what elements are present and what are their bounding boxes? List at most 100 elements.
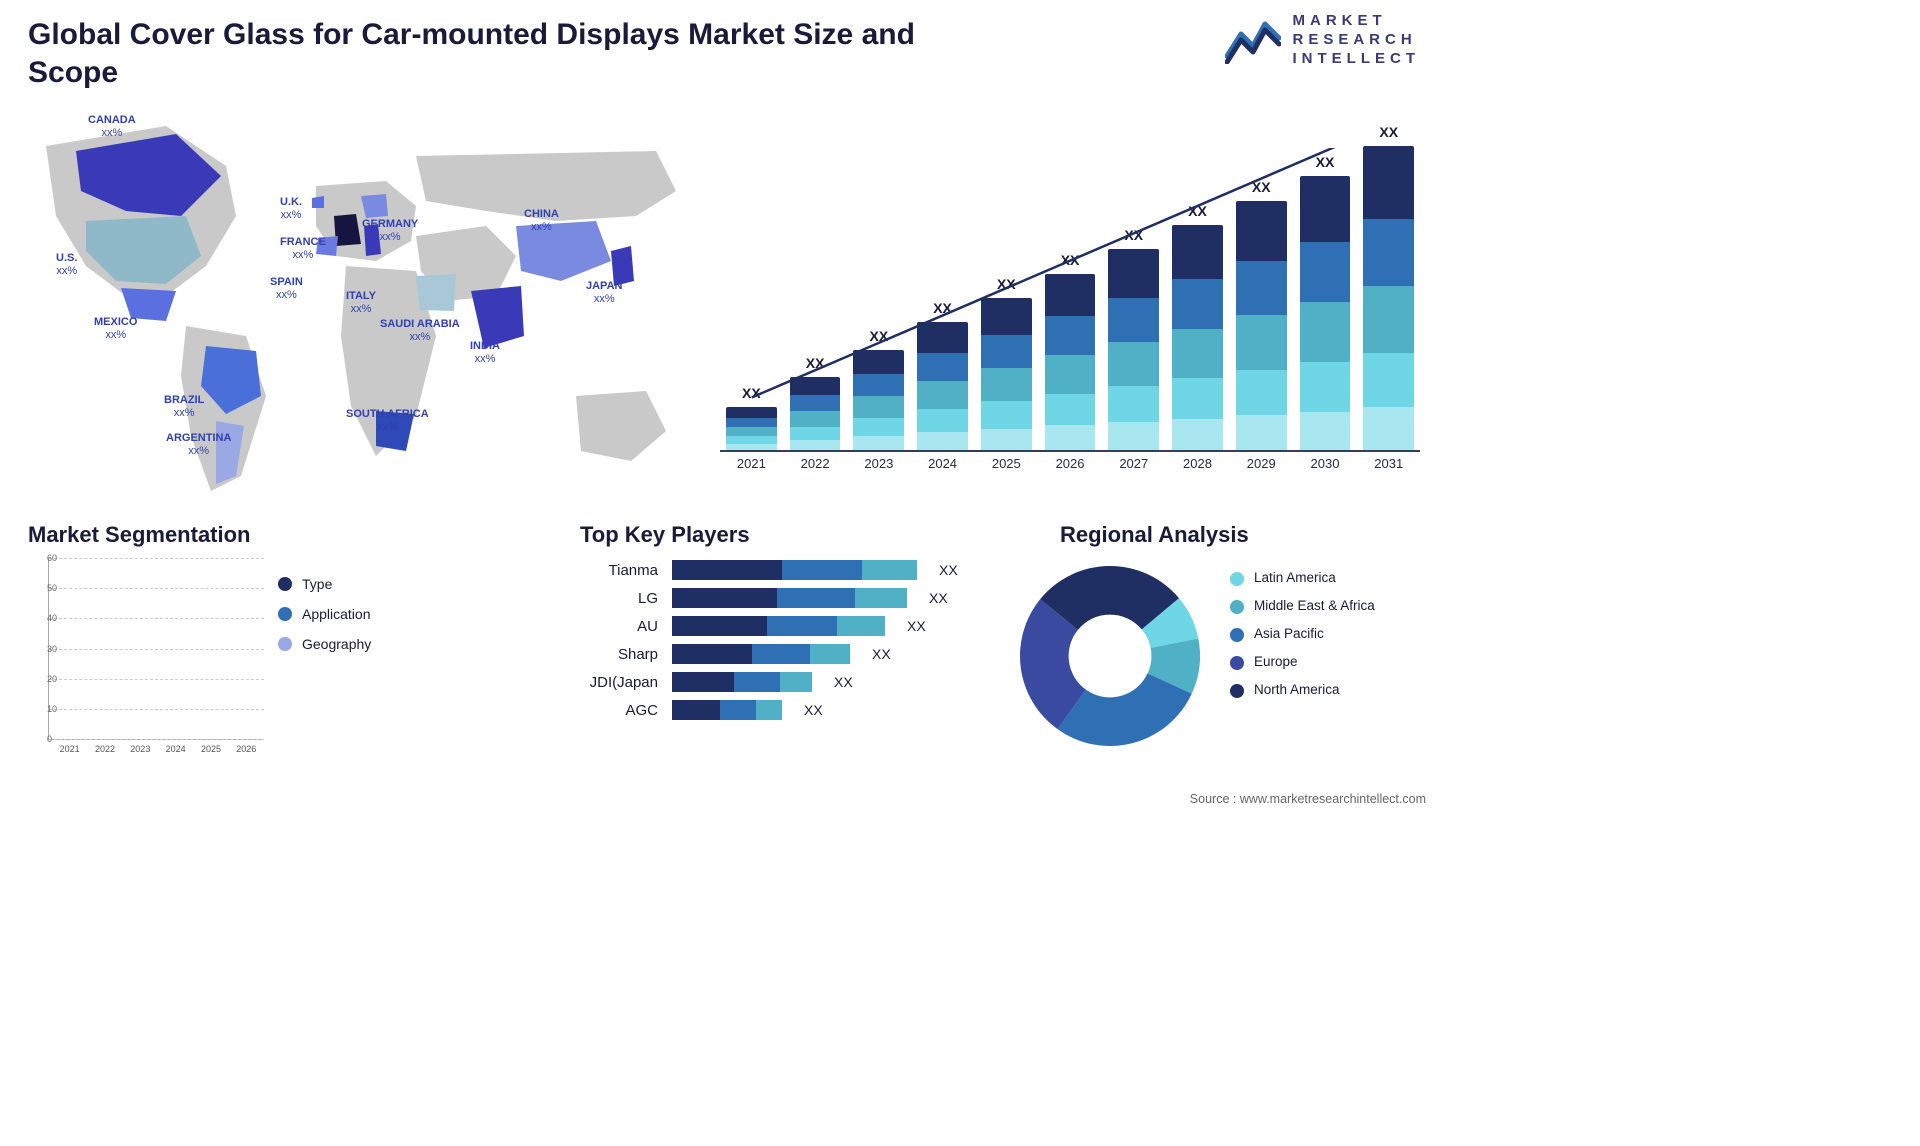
x-axis-label: 2025 [981,456,1032,478]
bar-column: XX [726,385,777,450]
map-label: SPAINxx% [270,276,303,301]
map-label: SAUDI ARABIAxx% [380,318,460,343]
bar-value-label: XX [869,328,888,344]
legend-item: Middle East & Africa [1230,598,1375,614]
legend-item: Geography [278,636,371,652]
player-bar [672,616,885,636]
logo-line2: RESEARCH [1293,31,1421,50]
x-axis-label: 2021 [726,456,777,478]
player-bar [672,560,917,580]
regional-heading: Regional Analysis [1060,522,1249,548]
x-axis-label: 2030 [1300,456,1351,478]
player-bar [672,588,907,608]
x-axis-label: 2026 [1045,456,1096,478]
map-label: U.K.xx% [280,196,302,221]
stacked-bar [1108,249,1159,450]
regional-donut [1010,556,1210,756]
bar-column: XX [981,276,1032,450]
bar-value-label: XX [742,385,761,401]
player-row: Tianma XX [580,560,960,580]
bar-value-label: XX [1061,252,1080,268]
bar-value-label: XX [806,355,825,371]
legend-item: Application [278,606,371,622]
market-size-chart: XX XX XX XX XX XX XX XX XX XX XX 2021 2022 2023 2024 2… [720,108,1420,478]
player-row: AGC XX [580,700,960,720]
x-axis-label: 2022 [790,456,841,478]
segmentation-chart: 0102030405060 202120222023202420252026 [24,558,264,758]
stacked-bar [1045,274,1096,450]
x-axis-label: 2024 [917,456,968,478]
stacked-bar [1300,176,1351,450]
stacked-bar [981,298,1032,450]
bar-column: XX [1363,124,1414,450]
players-heading: Top Key Players [580,522,750,548]
map-label: MEXICOxx% [94,316,137,341]
brand-logo: MARKET RESEARCH INTELLECT [1225,12,1421,68]
x-axis-label: 2029 [1236,456,1287,478]
bar-value-label: XX [1379,124,1398,140]
bar-column: XX [1172,203,1223,450]
bar-column: XX [1108,227,1159,450]
player-value: XX [872,646,891,662]
segmentation-heading: Market Segmentation [28,522,251,548]
player-bar [672,672,812,692]
x-axis-label: 2027 [1108,456,1159,478]
map-label: ARGENTINAxx% [166,432,231,457]
logo-line3: INTELLECT [1293,50,1421,69]
stacked-bar [726,407,777,450]
map-label: BRAZILxx% [164,394,204,419]
map-label: INDIAxx% [470,340,500,365]
player-value: XX [939,562,958,578]
x-axis-label: 2023 [127,744,154,758]
bar-value-label: XX [933,300,952,316]
x-axis-label: 2025 [197,744,224,758]
map-label: JAPANxx% [586,280,622,305]
x-axis-label: 2023 [853,456,904,478]
bar-column: XX [917,300,968,450]
legend-item: North America [1230,682,1375,698]
player-value: XX [929,590,948,606]
stacked-bar [1363,146,1414,450]
bar-value-label: XX [997,276,1016,292]
x-axis-label: 2026 [233,744,260,758]
bar-column: XX [853,328,904,450]
legend-item: Asia Pacific [1230,626,1375,642]
player-bar [672,644,850,664]
stacked-bar [1172,225,1223,450]
player-name: Tianma [580,562,658,579]
map-label: CHINAxx% [524,208,559,233]
bar-column: XX [790,355,841,450]
player-name: JDI(Japan [580,674,658,691]
bar-column: XX [1236,179,1287,450]
player-name: AGC [580,702,658,719]
logo-icon [1225,16,1281,64]
bar-column: XX [1045,252,1096,450]
map-label: ITALYxx% [346,290,376,315]
source-attribution: Source : www.marketresearchintellect.com [1190,792,1426,806]
legend-item: Type [278,576,371,592]
player-name: Sharp [580,646,658,663]
player-row: Sharp XX [580,644,960,664]
player-bar [672,700,782,720]
legend-item: Latin America [1230,570,1375,586]
bar-value-label: XX [1316,154,1335,170]
player-name: LG [580,590,658,607]
x-axis-label: 2024 [162,744,189,758]
player-value: XX [834,674,853,690]
stacked-bar [917,322,968,450]
x-axis-label: 2028 [1172,456,1223,478]
logo-line1: MARKET [1293,12,1421,31]
player-row: JDI(Japan XX [580,672,960,692]
world-map: CANADAxx%U.S.xx%MEXICOxx%BRAZILxx%ARGENT… [16,96,696,506]
x-axis-label: 2031 [1363,456,1414,478]
player-name: AU [580,618,658,635]
stacked-bar [790,377,841,450]
legend-item: Europe [1230,654,1375,670]
player-row: AUXX [580,616,960,636]
bar-column: XX [1300,154,1351,450]
bar-value-label: XX [1188,203,1207,219]
player-value: XX [804,702,823,718]
bar-value-label: XX [1252,179,1271,195]
stacked-bar [853,350,904,450]
player-row: LG XX [580,588,960,608]
